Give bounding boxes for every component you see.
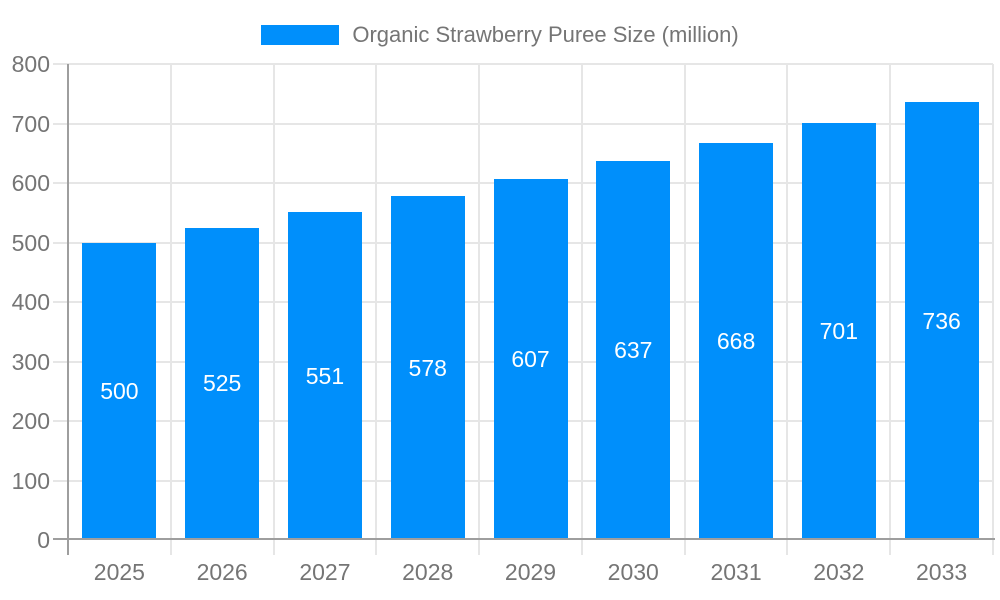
bar[interactable]: 668 — [699, 142, 774, 540]
y-axis-label: 600 — [11, 170, 50, 196]
y-tick — [53, 301, 68, 303]
x-tick — [786, 540, 789, 555]
bar[interactable]: 551 — [287, 212, 362, 540]
x-tick — [169, 540, 172, 555]
x-axis-label: 2027 — [299, 559, 351, 585]
x-gridline — [580, 64, 583, 540]
x-axis-label: 2032 — [813, 559, 865, 585]
x-gridline — [992, 64, 994, 540]
x-axis-label: 2028 — [402, 559, 454, 585]
x-tick — [889, 540, 892, 555]
x-tick — [272, 540, 275, 555]
x-axis-label: 2033 — [916, 559, 968, 585]
bar-value-label: 578 — [408, 354, 447, 381]
x-tick — [580, 540, 583, 555]
x-gridline — [889, 64, 892, 540]
x-axis-label: 2029 — [504, 559, 557, 585]
y-axis-line — [67, 64, 69, 555]
bar[interactable]: 500 — [82, 242, 157, 540]
x-axis-label: 2025 — [93, 559, 145, 585]
x-tick — [478, 540, 481, 555]
y-tick — [53, 479, 68, 482]
y-tick — [53, 241, 68, 244]
bar-value-label: 551 — [305, 362, 345, 389]
x-axis-label: 2030 — [607, 559, 659, 585]
x-axis-line — [53, 538, 995, 540]
x-gridline — [683, 64, 686, 540]
y-axis-label: 0 — [37, 527, 50, 553]
x-tick — [375, 540, 378, 555]
y-gridline — [68, 63, 993, 65]
y-axis-label: 700 — [11, 110, 50, 137]
y-tick — [53, 182, 68, 184]
y-tick — [53, 420, 68, 422]
bar[interactable]: 578 — [390, 196, 465, 540]
legend-item[interactable]: Organic Strawberry Puree Size (million) — [261, 22, 739, 48]
bar[interactable]: 525 — [185, 227, 260, 540]
bar-value-label: 736 — [922, 307, 961, 334]
bar-value-label: 668 — [716, 327, 756, 354]
y-axis-label: 400 — [11, 289, 50, 315]
bar-value-label: 500 — [100, 377, 139, 404]
bar-value-label: 637 — [614, 336, 653, 363]
x-gridline — [786, 64, 789, 540]
bar-value-label: 525 — [202, 370, 242, 397]
x-axis-label: 2031 — [710, 559, 762, 585]
y-tick — [53, 63, 68, 65]
bar[interactable]: 701 — [801, 122, 876, 540]
bar[interactable]: 607 — [493, 178, 568, 540]
x-gridline — [169, 64, 172, 540]
bar[interactable]: 736 — [904, 102, 979, 540]
y-axis-label: 800 — [11, 51, 50, 77]
y-axis-label: 100 — [11, 467, 50, 494]
legend-swatch — [261, 25, 340, 45]
x-tick — [683, 540, 686, 555]
x-gridline — [478, 64, 481, 540]
y-axis-label: 300 — [11, 348, 50, 375]
legend-label: Organic Strawberry Puree Size (million) — [352, 22, 739, 47]
y-gridline — [68, 122, 993, 125]
x-axis-label: 2026 — [196, 559, 248, 585]
x-tick — [992, 540, 994, 555]
bar[interactable]: 637 — [596, 160, 671, 540]
y-tick — [53, 360, 68, 363]
x-gridline — [272, 64, 275, 540]
x-gridline — [375, 64, 378, 540]
y-tick — [53, 122, 68, 125]
legend: Organic Strawberry Puree Size (million) — [0, 22, 1000, 48]
y-axis-label: 200 — [11, 408, 50, 434]
bar-value-label: 701 — [819, 317, 859, 344]
bar-value-label: 607 — [511, 345, 550, 372]
plot-area: 0 100 200 300 400 500 600 700 800 500 525 551 578 607… — [12, 51, 995, 585]
y-axis-label: 500 — [11, 229, 50, 256]
